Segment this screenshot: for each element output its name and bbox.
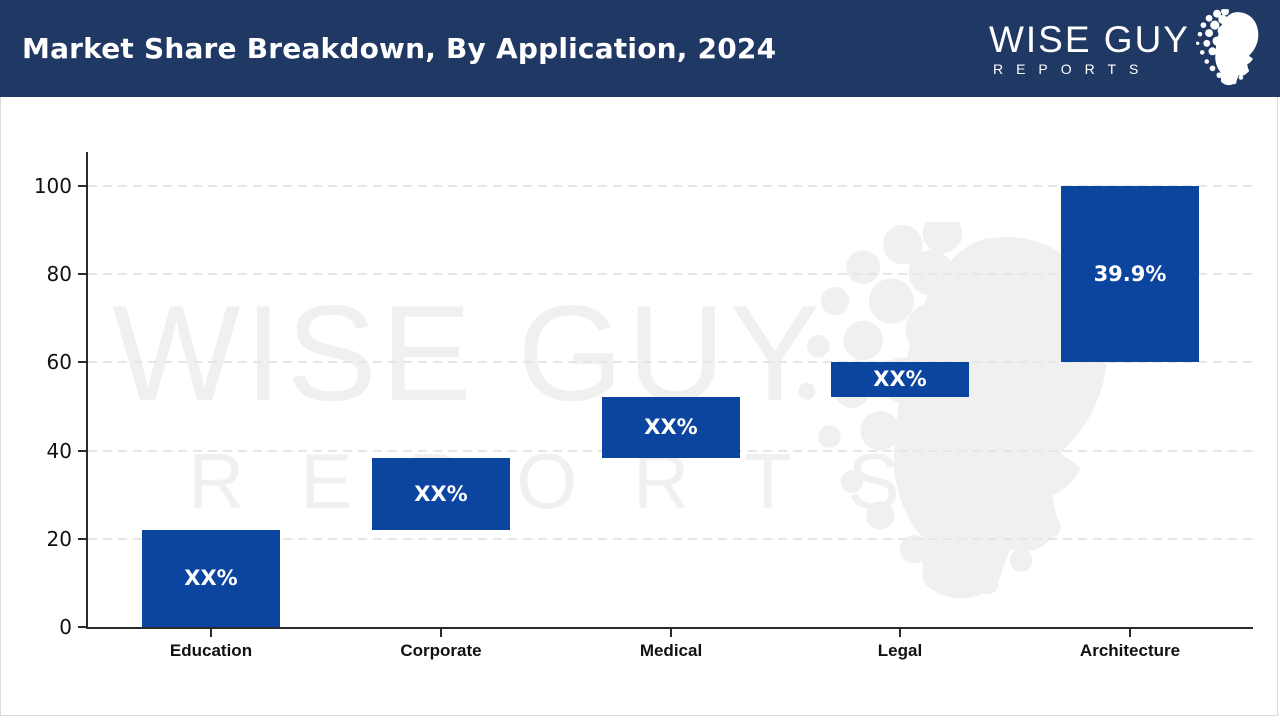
y-tick-mark	[78, 185, 86, 187]
y-tick-mark	[78, 537, 86, 540]
gridline-100	[88, 185, 1253, 187]
y-tick-label: 0	[59, 615, 72, 639]
header-bar: Market Share Breakdown, By Application, …	[0, 0, 1280, 97]
bar-legal	[831, 361, 969, 397]
y-tick-mark	[78, 626, 86, 628]
x-axis-line	[86, 627, 1253, 629]
y-tick-label: 20	[46, 526, 72, 551]
y-tick-label: 60	[46, 350, 72, 375]
bar-value-label-education: XX%	[184, 566, 238, 591]
x-tick-mark	[210, 629, 212, 637]
bar-value-label-medical: XX%	[644, 415, 698, 440]
bar-education	[142, 529, 280, 627]
bar-value-label-corporate: XX%	[414, 481, 468, 506]
bar-value-label-architecture: 39.9%	[1093, 261, 1167, 286]
gridline-20	[88, 537, 1253, 540]
chart-title: Market Share Breakdown, By Application, …	[22, 32, 777, 65]
y-axis-line	[86, 152, 88, 629]
y-tick-label: 100	[33, 174, 72, 198]
gridline-80	[88, 273, 1253, 276]
gridline-60	[88, 361, 1253, 364]
bar-architecture	[1061, 186, 1199, 362]
x-axis-label-legal: Legal	[877, 641, 923, 660]
x-axis-label-education: Education	[169, 641, 253, 660]
x-tick-mark	[440, 629, 442, 637]
y-tick-mark	[78, 273, 86, 276]
x-axis-label-corporate: Corporate	[400, 641, 482, 660]
brand-subtitle: REPORTS	[992, 61, 1152, 77]
brand-text: WISE GUY REPORTS	[989, 21, 1190, 76]
bar-value-label-legal: XX%	[873, 367, 927, 392]
y-tick-mark	[78, 361, 86, 364]
y-tick-label: 80	[46, 262, 72, 287]
y-tick-label: 40	[46, 438, 72, 463]
x-axis-label-medical: Medical	[639, 641, 703, 660]
x-axis-label-architecture: Architecture	[1079, 641, 1181, 660]
x-tick-mark	[1129, 629, 1131, 637]
bar-medical	[602, 396, 740, 458]
bar-corporate	[372, 457, 510, 530]
y-tick-mark	[78, 449, 86, 452]
brand-name: WISE GUY	[988, 19, 1190, 60]
x-tick-mark	[899, 629, 901, 637]
brand-logo: WISE GUY REPORTS	[989, 9, 1280, 89]
watermark-text-line2: REPORTS	[188, 437, 956, 525]
x-tick-mark	[670, 629, 672, 637]
